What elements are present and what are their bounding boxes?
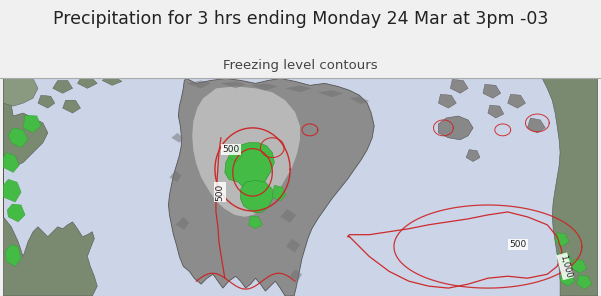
Polygon shape xyxy=(4,153,19,172)
Polygon shape xyxy=(78,78,97,88)
Polygon shape xyxy=(555,233,569,247)
Polygon shape xyxy=(23,115,41,133)
Polygon shape xyxy=(285,85,312,92)
Polygon shape xyxy=(572,259,587,273)
Polygon shape xyxy=(38,95,55,108)
Polygon shape xyxy=(349,96,369,104)
Polygon shape xyxy=(439,116,473,140)
Polygon shape xyxy=(560,272,575,286)
Polygon shape xyxy=(577,275,592,289)
Text: 500: 500 xyxy=(509,240,526,249)
Polygon shape xyxy=(7,204,25,222)
Polygon shape xyxy=(5,244,21,266)
Polygon shape xyxy=(290,269,302,281)
Polygon shape xyxy=(508,94,525,108)
Polygon shape xyxy=(318,90,344,97)
Polygon shape xyxy=(53,81,73,93)
Polygon shape xyxy=(221,81,246,88)
Polygon shape xyxy=(280,209,296,223)
Polygon shape xyxy=(175,217,189,230)
Text: 500: 500 xyxy=(215,184,224,201)
Polygon shape xyxy=(251,83,278,90)
Polygon shape xyxy=(63,100,81,113)
Polygon shape xyxy=(186,81,211,88)
Polygon shape xyxy=(8,128,28,148)
Polygon shape xyxy=(557,252,572,266)
Polygon shape xyxy=(542,78,597,296)
Polygon shape xyxy=(4,78,38,106)
Polygon shape xyxy=(4,78,48,168)
Polygon shape xyxy=(483,84,501,98)
Polygon shape xyxy=(272,185,286,201)
Text: Precipitation for 3 hrs ending Monday 24 Mar at 3pm -03: Precipitation for 3 hrs ending Monday 24… xyxy=(53,10,548,28)
Polygon shape xyxy=(466,150,480,162)
Polygon shape xyxy=(240,180,272,213)
Polygon shape xyxy=(102,78,122,85)
Polygon shape xyxy=(249,216,263,229)
Text: 1,000: 1,000 xyxy=(558,254,572,279)
Polygon shape xyxy=(229,147,243,162)
Polygon shape xyxy=(169,170,182,182)
Polygon shape xyxy=(4,179,21,202)
Polygon shape xyxy=(225,143,274,192)
Polygon shape xyxy=(168,78,374,296)
Polygon shape xyxy=(528,118,545,133)
Polygon shape xyxy=(439,94,456,108)
Polygon shape xyxy=(171,133,183,143)
Polygon shape xyxy=(192,86,300,217)
Text: 500: 500 xyxy=(222,145,239,154)
Text: Freezing level contours: Freezing level contours xyxy=(223,59,378,72)
Polygon shape xyxy=(4,78,97,296)
Polygon shape xyxy=(286,239,300,252)
Polygon shape xyxy=(450,79,468,93)
Polygon shape xyxy=(488,105,504,118)
